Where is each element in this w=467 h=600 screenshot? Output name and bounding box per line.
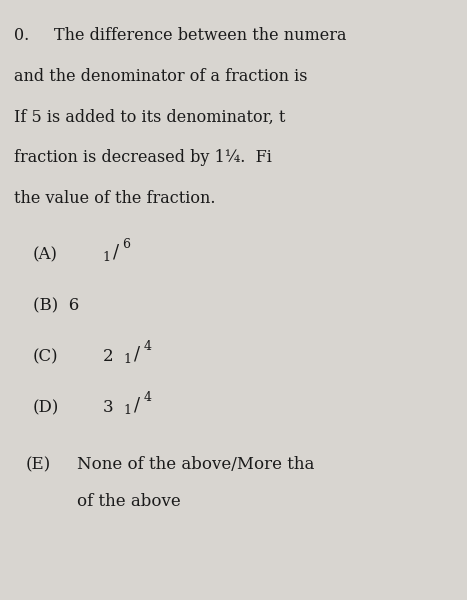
Text: fraction is decreased by 1¼.  Fi: fraction is decreased by 1¼. Fi xyxy=(14,149,272,166)
Text: (B)  6: (B) 6 xyxy=(33,297,79,314)
Text: 0.: 0. xyxy=(14,27,29,44)
Text: 1: 1 xyxy=(103,251,111,264)
Text: If 5 is added to its denominator, t: If 5 is added to its denominator, t xyxy=(14,109,285,125)
Text: (C): (C) xyxy=(33,348,58,365)
Text: the value of the fraction.: the value of the fraction. xyxy=(14,190,215,207)
Text: 4: 4 xyxy=(143,340,151,353)
Text: 1: 1 xyxy=(124,353,132,366)
Text: 1: 1 xyxy=(124,404,132,417)
Text: (D): (D) xyxy=(33,399,59,416)
Text: and the denominator of a fraction is: and the denominator of a fraction is xyxy=(14,68,307,85)
Text: /: / xyxy=(113,244,119,262)
Text: (E): (E) xyxy=(26,456,51,473)
Text: (A): (A) xyxy=(33,246,58,263)
Text: 2: 2 xyxy=(103,348,113,365)
Text: of the above: of the above xyxy=(77,493,181,510)
Text: /: / xyxy=(134,397,140,415)
Text: The difference between the numera: The difference between the numera xyxy=(54,27,346,44)
Text: 3: 3 xyxy=(103,399,113,416)
Text: 4: 4 xyxy=(143,391,151,404)
Text: /: / xyxy=(134,346,140,364)
Text: 6: 6 xyxy=(122,238,130,251)
Text: None of the above/More tha: None of the above/More tha xyxy=(77,456,314,473)
